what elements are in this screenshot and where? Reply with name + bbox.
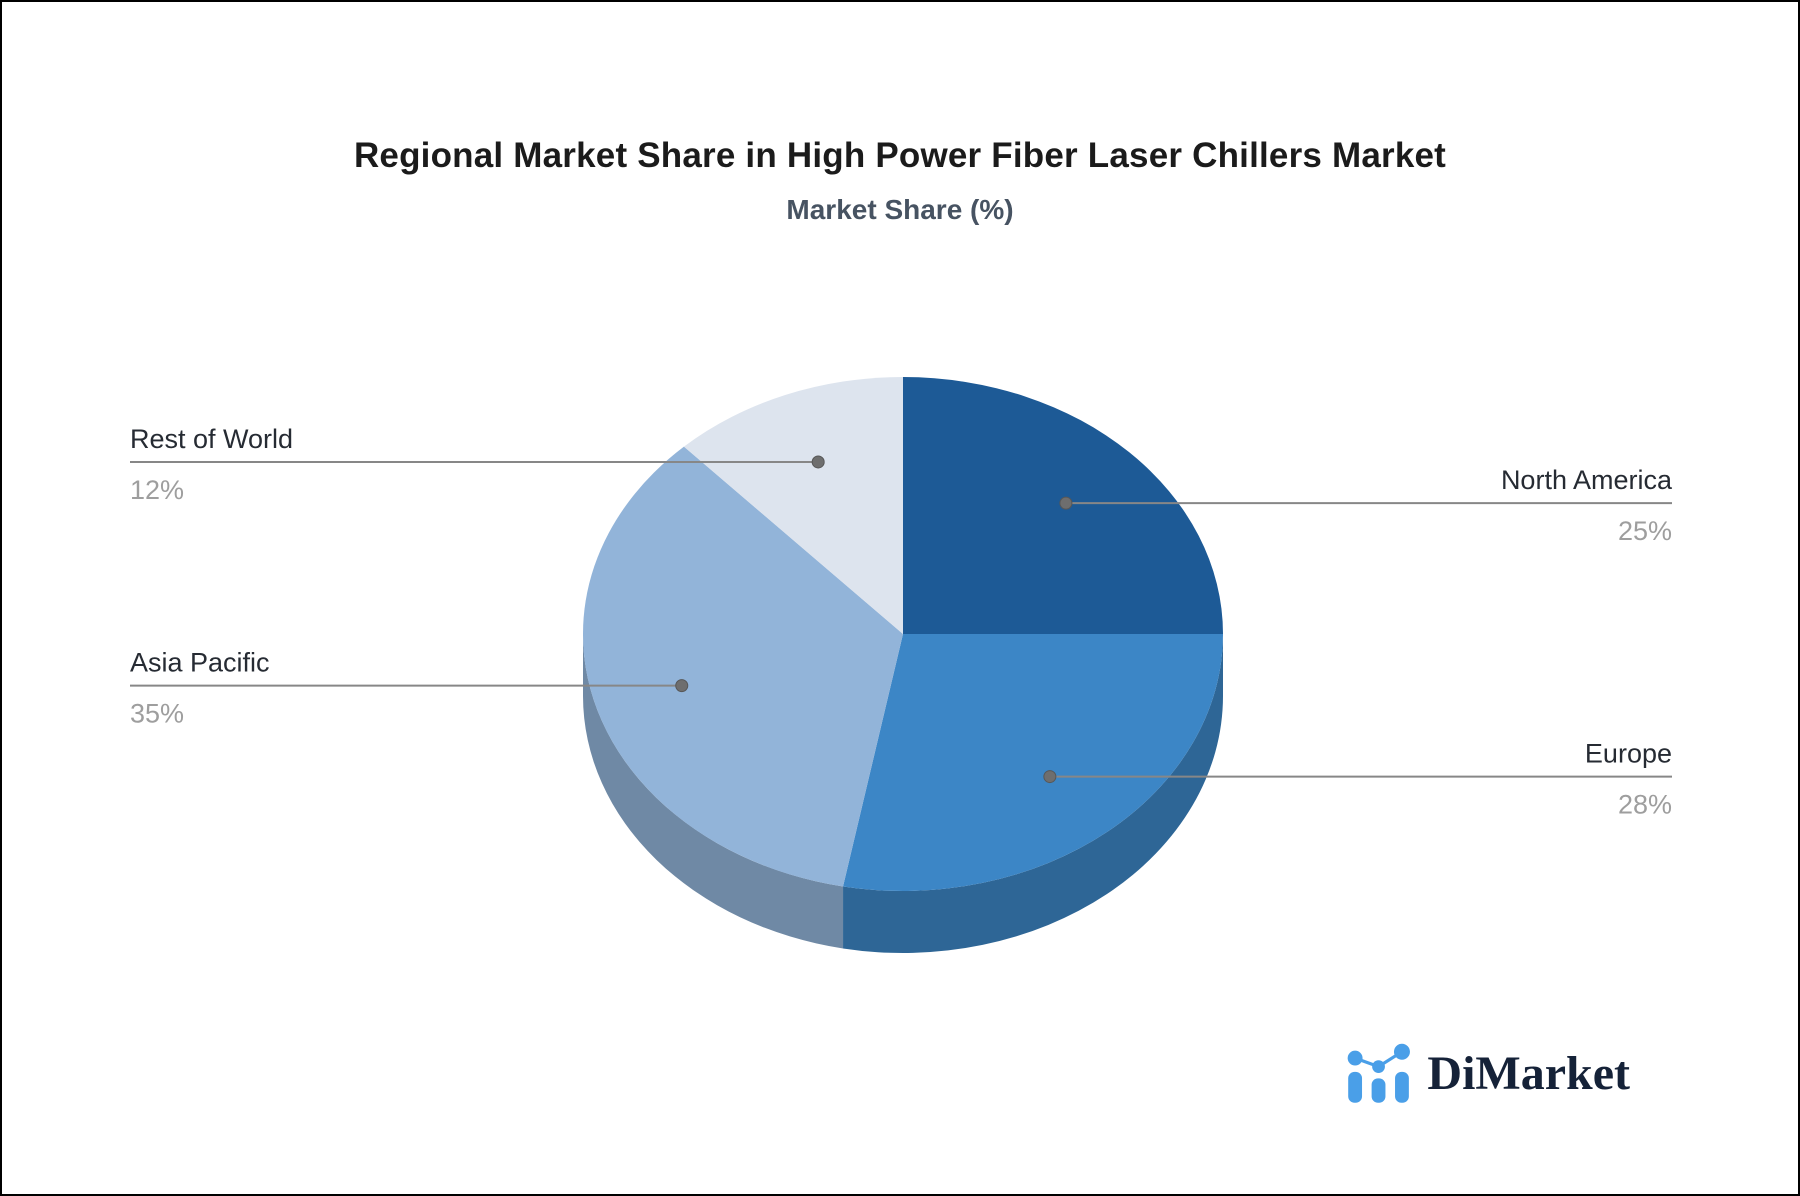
- pie-slice-asia-pacific: [583, 446, 903, 887]
- chart-title: Regional Market Share in High Power Fibe…: [353, 136, 1447, 175]
- pie-slice-europe: [843, 634, 1223, 891]
- pie-3d-sides: [583, 634, 1223, 953]
- leader-dot: [675, 679, 689, 693]
- pie-slice-rest-of-world: [683, 377, 903, 634]
- chart-subtitle: Market Share (%): [786, 194, 1014, 225]
- slice-label: North America: [1501, 465, 1673, 495]
- dimarket-logo[interactable]: DiMarket: [1345, 1040, 1630, 1106]
- slice-label: Rest of World: [130, 424, 293, 454]
- slice-value: 35%: [130, 699, 184, 729]
- pie-slices: [583, 377, 1223, 891]
- pie-side-asia-pacific: [583, 634, 844, 949]
- dimarket-logo-text: DiMarket: [1427, 1046, 1630, 1100]
- slice-value: 25%: [1618, 516, 1672, 546]
- leader-dot: [1043, 770, 1057, 784]
- mini-bar-line-chart-icon: [1348, 1043, 1411, 1103]
- leader-dot: [811, 455, 825, 469]
- slice-value: 28%: [1618, 790, 1672, 820]
- slice-label: Asia Pacific: [130, 648, 270, 678]
- leader-dot: [1059, 496, 1073, 510]
- pie-labels: North America 25% Europe 28% Asia Pacific 35%…: [130, 424, 1673, 820]
- slice-label: Europe: [1585, 739, 1672, 769]
- pie-side-europe: [843, 634, 1223, 953]
- slice-value: 12%: [130, 475, 184, 505]
